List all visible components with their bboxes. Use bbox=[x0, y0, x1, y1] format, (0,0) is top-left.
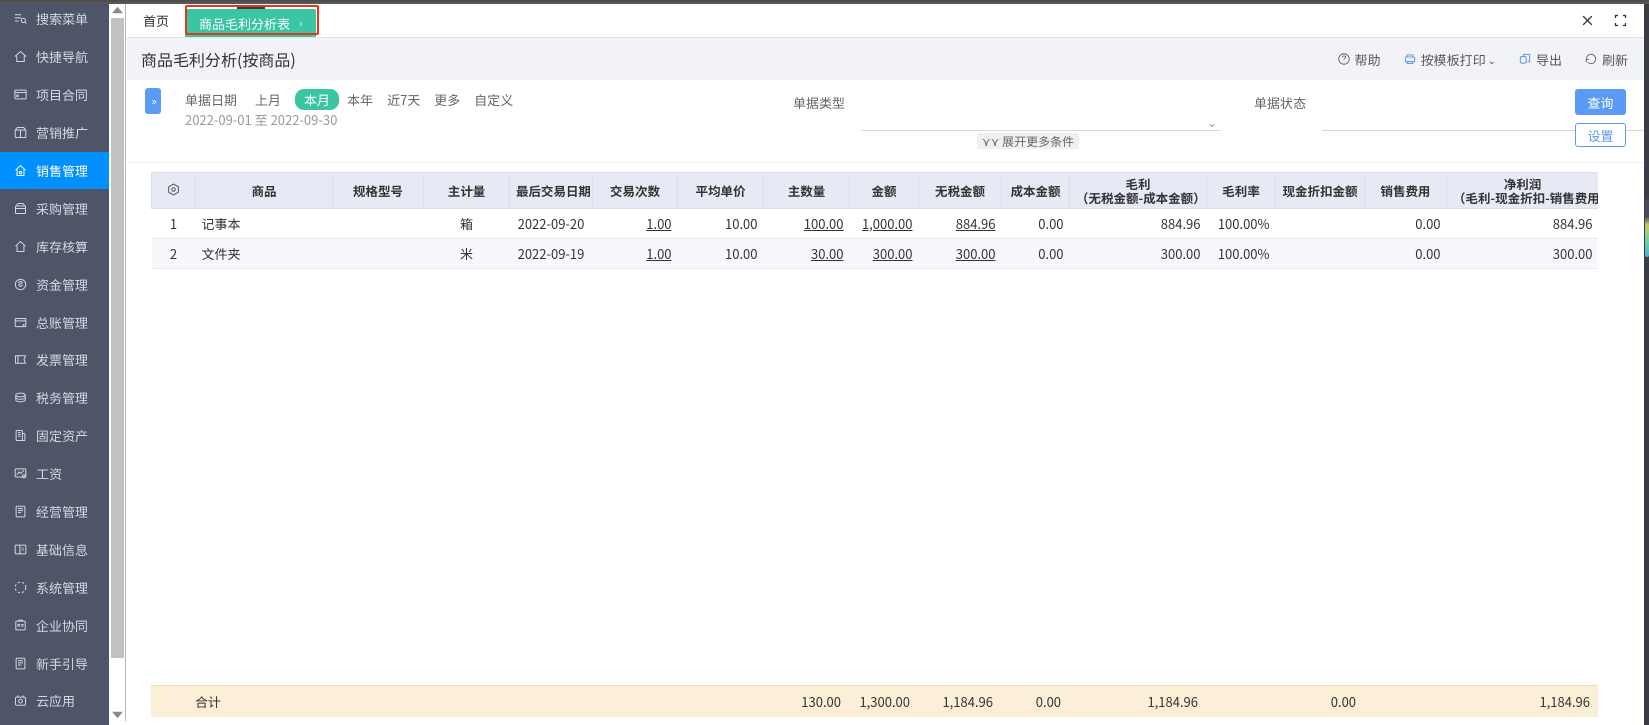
svg-text:R: R bbox=[21, 547, 24, 553]
